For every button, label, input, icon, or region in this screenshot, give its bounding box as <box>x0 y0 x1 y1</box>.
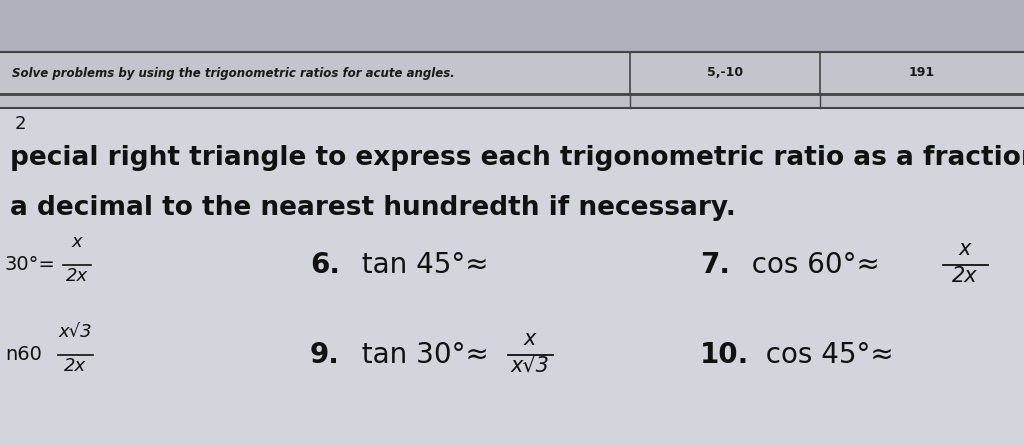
Text: cos 45°≈: cos 45°≈ <box>748 341 894 369</box>
Text: 30°=: 30°= <box>5 255 56 275</box>
Text: 191: 191 <box>909 66 935 80</box>
Text: x√3: x√3 <box>511 356 550 376</box>
Text: n60: n60 <box>5 345 42 364</box>
Text: 2x: 2x <box>66 267 88 285</box>
Text: tan 45°≈: tan 45°≈ <box>344 251 488 279</box>
Text: tan 30°≈: tan 30°≈ <box>344 341 488 369</box>
Text: pecial right triangle to express each trigonometric ratio as a fraction: pecial right triangle to express each tr… <box>10 145 1024 171</box>
Bar <box>0 94 1024 108</box>
Text: x: x <box>524 329 537 349</box>
Text: 5,-10: 5,-10 <box>707 66 743 80</box>
Text: 10.: 10. <box>700 341 750 369</box>
Text: 7.: 7. <box>700 251 730 279</box>
Text: x: x <box>958 239 971 259</box>
Text: 6.: 6. <box>310 251 340 279</box>
Text: 9.: 9. <box>310 341 340 369</box>
Text: cos 60°≈: cos 60°≈ <box>734 251 880 279</box>
Bar <box>0 52 1024 94</box>
Bar <box>0 108 1024 445</box>
Text: 2x: 2x <box>952 266 978 286</box>
Text: 2x: 2x <box>63 357 86 375</box>
Bar <box>0 0 1024 52</box>
Text: Solve problems by using the trigonometric ratios for acute angles.: Solve problems by using the trigonometri… <box>12 66 455 80</box>
Text: x: x <box>72 233 82 251</box>
Text: 2: 2 <box>15 115 27 133</box>
Text: x√3: x√3 <box>58 323 92 341</box>
Text: a decimal to the nearest hundredth if necessary.: a decimal to the nearest hundredth if ne… <box>10 195 736 221</box>
